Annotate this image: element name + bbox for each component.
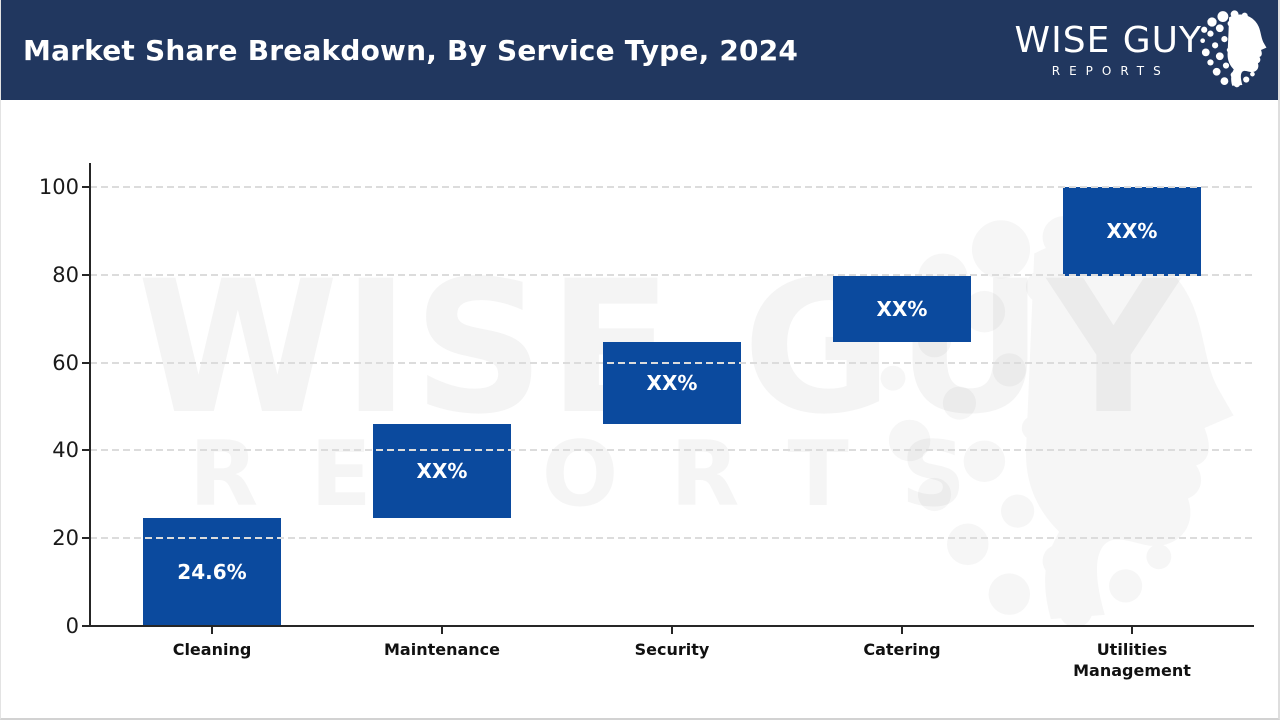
bar-catering <box>833 275 971 342</box>
logo-face-icon <box>1198 8 1268 92</box>
header-bar: Market Share Breakdown, By Service Type,… <box>1 0 1278 100</box>
y-gridline-100 <box>90 186 1254 188</box>
y-tick-80 <box>82 273 89 276</box>
y-gridline-40 <box>90 449 1254 452</box>
x-tick-label-utilities-management: Utilities Management <box>1073 640 1191 680</box>
bar-value-label-maintenance: XX% <box>416 458 468 483</box>
bar-value-label-catering: XX% <box>876 296 928 321</box>
bar-security <box>603 341 741 424</box>
bar-value-label-security: XX% <box>646 370 698 395</box>
y-tick-label-100: 100 <box>38 175 79 199</box>
bar-value-label-cleaning: 24.6% <box>177 560 247 584</box>
x-tick-label-maintenance: Maintenance <box>383 640 500 659</box>
bar-cleaning <box>143 518 281 626</box>
watermark-subtext: REPORTS <box>189 430 1018 520</box>
x-tick-label-catering: Catering <box>863 640 941 659</box>
y-tick-label-0: 0 <box>65 614 79 638</box>
y-axis-line <box>89 163 91 627</box>
y-tick-label-20: 20 <box>52 526 79 551</box>
x-tick-label-security: Security <box>634 640 710 659</box>
x-tick-catering <box>901 627 903 634</box>
y-tick-label-40: 40 <box>52 438 79 463</box>
y-tick-20 <box>82 537 89 540</box>
x-axis-line <box>89 625 1254 627</box>
x-tick-cleaning <box>211 627 213 634</box>
bar-maintenance <box>373 423 511 518</box>
y-tick-100 <box>82 186 89 188</box>
brand-logo: WISE GUY REPORTS <box>1015 8 1269 92</box>
logo-wordmark: WISE GUY <box>1014 19 1202 61</box>
bar-value-label-utilities-management: XX% <box>1106 219 1158 244</box>
y-gridline-20 <box>90 537 1254 540</box>
x-tick-maintenance <box>441 627 443 634</box>
page-title: Market Share Breakdown, By Service Type,… <box>23 33 799 67</box>
y-tick-40 <box>82 449 89 452</box>
x-tick-security <box>671 627 673 634</box>
x-tick-utilities-management <box>1131 627 1133 634</box>
bar-utilities-management <box>1063 187 1201 276</box>
y-gridline-80 <box>90 273 1254 276</box>
y-tick-60 <box>82 361 89 364</box>
y-tick-0 <box>82 625 89 627</box>
brand-logo-text: WISE GUY REPORTS <box>1014 19 1203 78</box>
x-tick-label-cleaning: Cleaning <box>172 640 252 659</box>
y-tick-label-80: 80 <box>52 262 79 287</box>
logo-subtext: REPORTS <box>1051 63 1170 78</box>
y-tick-label-60: 60 <box>52 350 79 375</box>
y-gridline-60 <box>90 361 1254 364</box>
